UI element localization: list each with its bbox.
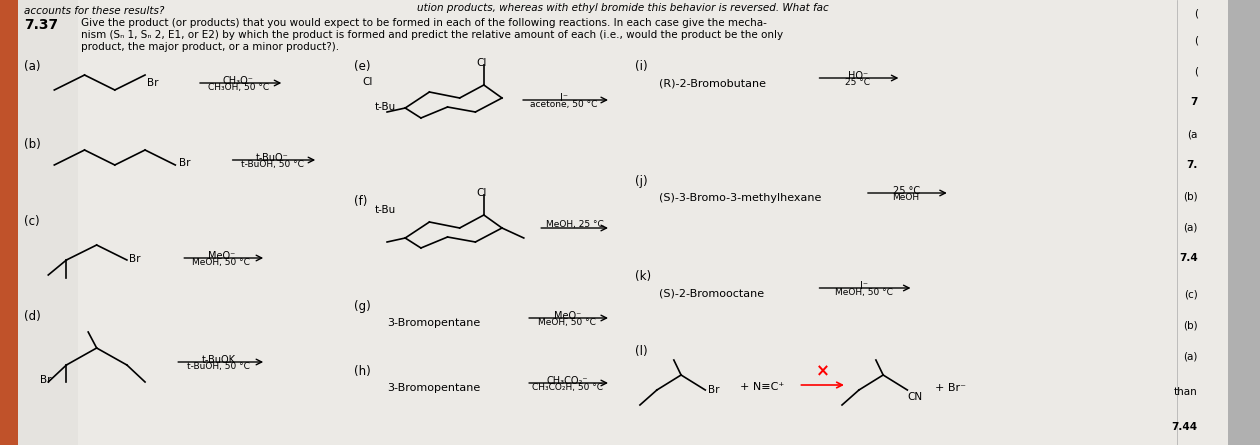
Bar [1228, 0, 1260, 445]
Text: CH₃CO₂H, 50 °C: CH₃CO₂H, 50 °C [532, 383, 602, 392]
Text: CN: CN [907, 392, 922, 402]
Text: Give the product (or products) that you would expect to be formed in each of the: Give the product (or products) that you … [81, 18, 767, 28]
Text: 7.4: 7.4 [1179, 253, 1198, 263]
Text: t-Bu: t-Bu [375, 205, 396, 215]
Text: (: ( [1193, 8, 1198, 18]
Text: (d): (d) [24, 310, 40, 323]
Text: (g): (g) [354, 300, 372, 313]
Text: (h): (h) [354, 365, 372, 378]
Text: Br: Br [179, 158, 190, 168]
Text: acetone, 50 °C: acetone, 50 °C [530, 100, 597, 109]
Text: (S)-3-Bromo-3-methylhexane: (S)-3-Bromo-3-methylhexane [659, 193, 822, 203]
Text: 7.44: 7.44 [1172, 422, 1198, 432]
Text: (l): (l) [635, 345, 648, 358]
Text: Cl: Cl [363, 77, 373, 87]
Text: (k): (k) [635, 270, 651, 283]
Text: MeOH, 50 °C: MeOH, 50 °C [538, 318, 596, 327]
Text: Br: Br [40, 375, 52, 385]
Text: ution products, whereas with ethyl bromide this behavior is reversed. What fac: ution products, whereas with ethyl bromi… [417, 3, 829, 13]
Text: 7.: 7. [1187, 160, 1198, 170]
Bar [18, 0, 78, 445]
Text: (S)-2-Bromooctane: (S)-2-Bromooctane [659, 288, 765, 298]
Text: CH₃CO₂⁻: CH₃CO₂⁻ [547, 376, 588, 386]
Text: MeOH, 50 °C: MeOH, 50 °C [835, 288, 893, 297]
Text: (e): (e) [354, 60, 370, 73]
Text: 3-Bromopentane: 3-Bromopentane [387, 383, 480, 393]
Text: MeOH, 25 °C: MeOH, 25 °C [546, 220, 604, 229]
Text: (j): (j) [635, 175, 648, 188]
Text: CH₃OH, 50 °C: CH₃OH, 50 °C [208, 83, 268, 92]
Text: nism (Sₙ 1, Sₙ 2, E1, or E2) by which the product is formed and predict the rela: nism (Sₙ 1, Sₙ 2, E1, or E2) by which th… [81, 30, 782, 40]
Text: t-BuOH, 50 °C: t-BuOH, 50 °C [188, 362, 251, 371]
Text: accounts for these results?: accounts for these results? [24, 6, 164, 16]
Text: t-BuOH, 50 °C: t-BuOH, 50 °C [241, 160, 304, 169]
Text: Br: Br [708, 385, 719, 395]
Text: (b): (b) [1183, 191, 1198, 201]
Text: Cl: Cl [476, 188, 486, 198]
Text: I⁻: I⁻ [559, 93, 568, 103]
Text: (c): (c) [24, 215, 39, 228]
Text: t-Bu: t-Bu [375, 102, 396, 112]
Text: 3-Bromopentane: 3-Bromopentane [387, 318, 480, 328]
Text: 7.37: 7.37 [24, 18, 58, 32]
Text: 25 °C: 25 °C [845, 78, 871, 87]
Text: (a): (a) [1183, 351, 1198, 361]
Text: (: ( [1193, 66, 1198, 76]
Text: (a: (a [1187, 129, 1198, 139]
Text: product, the major product, or a minor product?).: product, the major product, or a minor p… [81, 42, 339, 52]
Text: (c): (c) [1184, 289, 1198, 299]
Text: t-BuOK: t-BuOK [202, 355, 236, 365]
Text: HO⁻: HO⁻ [848, 71, 868, 81]
Text: CH₃O⁻: CH₃O⁻ [223, 76, 253, 86]
Text: (R)-2-Bromobutane: (R)-2-Bromobutane [659, 78, 766, 88]
Text: MeO⁻: MeO⁻ [553, 311, 581, 321]
Text: + N≡C⁺: + N≡C⁺ [741, 382, 785, 392]
Text: MeOH, 50 °C: MeOH, 50 °C [193, 258, 251, 267]
Text: 7: 7 [1191, 97, 1198, 107]
Text: ×: × [815, 362, 829, 380]
Bar [0, 0, 18, 445]
Text: Cl: Cl [476, 58, 486, 68]
Text: I⁻: I⁻ [859, 281, 868, 291]
Text: (b): (b) [1183, 320, 1198, 330]
Text: (a): (a) [1183, 222, 1198, 232]
Text: (: ( [1193, 35, 1198, 45]
Text: + Br⁻: + Br⁻ [935, 383, 966, 393]
Text: (b): (b) [24, 138, 40, 151]
Text: (f): (f) [354, 195, 368, 208]
Text: MeOH: MeOH [892, 193, 920, 202]
Text: (i): (i) [635, 60, 648, 73]
Text: than: than [1174, 387, 1198, 397]
Text: Br: Br [130, 254, 141, 264]
Text: t-BuO⁻: t-BuO⁻ [256, 153, 289, 163]
Text: Br: Br [147, 78, 159, 88]
Text: MeO⁻: MeO⁻ [208, 251, 234, 261]
Text: (a): (a) [24, 60, 40, 73]
Text: 25 °C: 25 °C [892, 186, 920, 196]
